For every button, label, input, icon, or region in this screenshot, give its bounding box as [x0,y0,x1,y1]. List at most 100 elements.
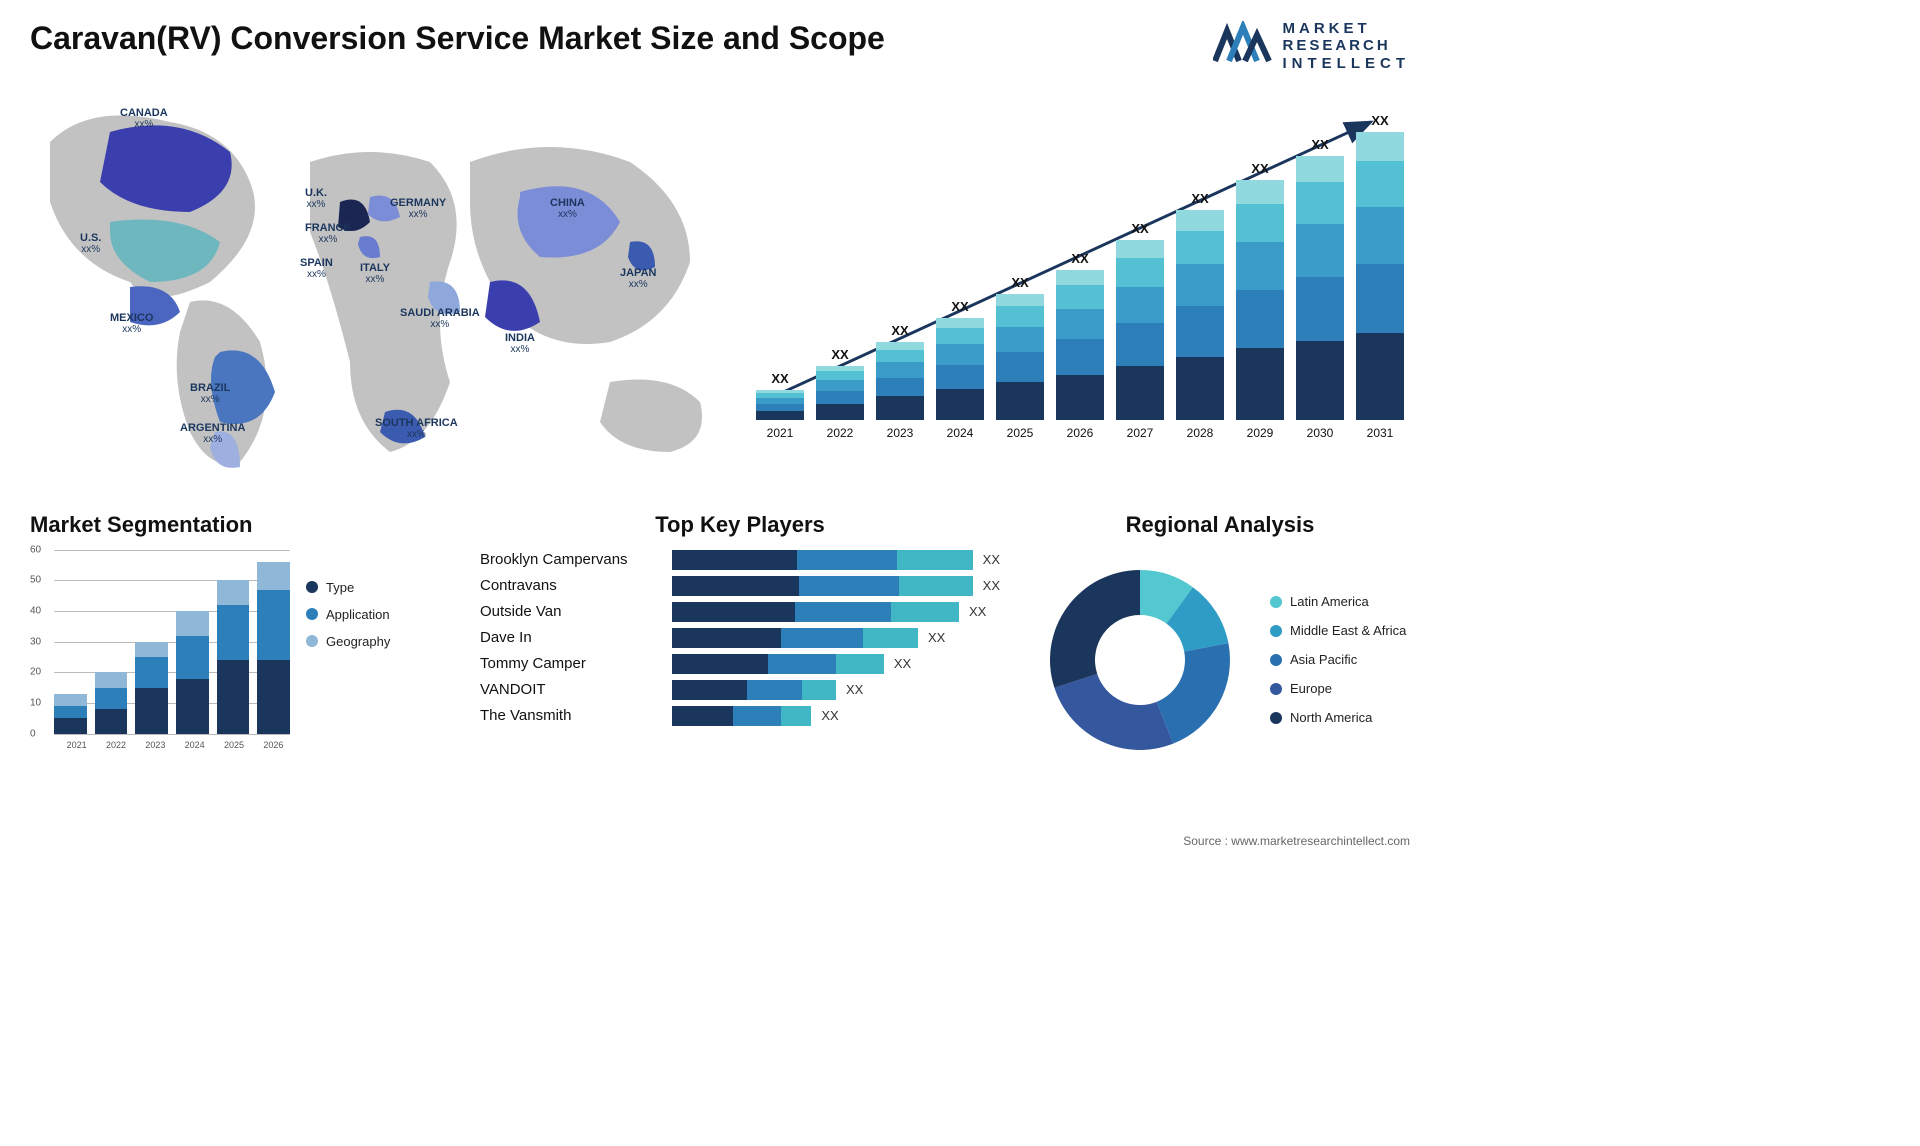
growth-bar: XX2027 [1116,221,1164,440]
donut-slice [1157,643,1230,744]
key-player-name: Brooklyn Campervans [480,551,660,568]
key-players-chart: Brooklyn Campervans XX ContravansXX Outside… [480,550,1000,726]
growth-bar-year: 2021 [767,426,794,440]
seg-y-tick: 0 [30,728,36,739]
legend-dot-icon [1270,683,1282,695]
key-players-title: Top Key Players [480,512,1000,538]
logo-text-line1: MARKET [1283,20,1411,37]
growth-chart-panel: XX2021XX2022XX2023XX2024XX2025XX2026XX20… [750,82,1410,482]
legend-label: Latin America [1290,594,1369,609]
legend-item: Type [306,580,390,595]
map-label: U.S.xx% [80,232,101,256]
legend-label: North America [1290,710,1372,725]
legend-item: Application [306,607,390,622]
legend-label: Europe [1290,681,1332,696]
seg-bar [176,611,209,734]
seg-y-tick: 20 [30,667,41,678]
key-players-panel: Top Key Players Brooklyn Campervans XX Con… [480,512,1000,770]
page-title: Caravan(RV) Conversion Service Market Si… [30,20,885,57]
legend-dot-icon [306,635,318,647]
growth-bar: XX2022 [816,347,864,440]
map-label: INDIAxx% [505,332,535,356]
seg-bar [95,672,128,733]
seg-bar-year: 2025 [219,740,249,750]
growth-bar: XX 2025 [996,275,1044,440]
segmentation-title: Market Segmentation [30,512,450,538]
growth-chart: XX2021XX2022XX2023XX2024XX2025XX2026XX20… [750,102,1410,462]
legend-dot-icon [1270,712,1282,724]
key-player-value: XX [846,682,863,697]
key-player-value: XX [928,630,945,645]
key-player-name: Tommy Camper [480,655,660,672]
brand-logo: MARKET RESEARCH INTELLECT [1213,20,1411,72]
growth-bar-year: 2024 [947,426,974,440]
legend-dot-icon [1270,596,1282,608]
seg-y-tick: 10 [30,698,41,709]
logo-text-line3: INTELLECT [1283,55,1411,72]
world-map-panel: CANADAxx%U.S.xx%MEXICOxx%BRAZILxx%ARGENT… [30,82,730,482]
map-label: CHINAxx% [550,197,585,221]
key-player-name: VANDOIT [480,681,660,698]
legend-label: Application [326,607,390,622]
legend-dot-icon [306,581,318,593]
seg-bar-year: 2026 [258,740,288,750]
legend-item: Asia Pacific [1270,652,1406,667]
growth-bar-year: 2025 [1007,426,1034,440]
growth-bar-value: XX [951,299,968,314]
legend-label: Asia Pacific [1290,652,1357,667]
key-player-name: The Vansmith [480,707,660,724]
key-player-row: ContravansXX [480,576,1000,596]
seg-bar [54,694,87,734]
key-player-row: VANDOIT XX [480,680,1000,700]
source-footer: Source : www.marketresearchintellect.com [1183,834,1410,848]
legend-item: Europe [1270,681,1406,696]
growth-bar: XX2026 [1056,251,1104,440]
growth-bar-year: 2029 [1247,426,1274,440]
key-player-row: The VansmithXX [480,706,1000,726]
logo-mark-icon [1213,21,1273,71]
seg-bar-year: 2023 [140,740,170,750]
regional-panel: Regional Analysis Latin AmericaMiddle Ea… [1030,512,1410,770]
growth-bar-value: XX [1131,221,1148,236]
key-player-value: XX [894,656,911,671]
map-label: SPAINxx% [300,257,333,281]
map-label: BRAZILxx% [190,382,230,406]
growth-bar-value: XX [891,323,908,338]
legend-dot-icon [1270,654,1282,666]
legend-item: Latin America [1270,594,1406,609]
growth-bar-value: XX [1251,161,1268,176]
segmentation-panel: Market Segmentation 01020304050602021202… [30,512,450,770]
seg-bar [135,642,168,734]
key-player-name: Dave In [480,629,660,646]
seg-bar-year: 2021 [62,740,92,750]
legend-item: Geography [306,634,390,649]
map-label: CANADAxx% [120,107,168,131]
seg-bar-year: 2024 [180,740,210,750]
growth-bar-value: XX [1071,251,1088,266]
map-label: SOUTH AFRICAxx% [375,417,458,441]
growth-bar-year: 2022 [827,426,854,440]
map-label: SAUDI ARABIAxx% [400,307,480,331]
map-label: FRANCExx% [305,222,351,246]
segmentation-chart: 0102030405060202120222023202420252026 [30,550,290,750]
key-player-row: Brooklyn Campervans XX [480,550,1000,570]
seg-y-tick: 30 [30,636,41,647]
growth-bar-year: 2031 [1367,426,1394,440]
growth-bar-value: XX [1311,137,1328,152]
legend-dot-icon [1270,625,1282,637]
legend-label: Middle East & Africa [1290,623,1406,638]
growth-bar-year: 2023 [887,426,914,440]
logo-text-line2: RESEARCH [1283,37,1411,54]
growth-bar: XX2021 [756,371,804,440]
key-player-row: Outside VanXX [480,602,1000,622]
growth-bar: XX 2029 [1236,161,1284,440]
growth-bar-value: XX [1011,275,1028,290]
key-player-value: XX [983,552,1000,567]
map-label: U.K.xx% [305,187,327,211]
growth-bar-year: 2028 [1187,426,1214,440]
seg-bar-year: 2022 [101,740,131,750]
donut-slice [1054,674,1173,750]
map-label: GERMANYxx% [390,197,446,221]
donut-slice [1050,570,1140,688]
growth-bar-value: XX [1371,113,1388,128]
